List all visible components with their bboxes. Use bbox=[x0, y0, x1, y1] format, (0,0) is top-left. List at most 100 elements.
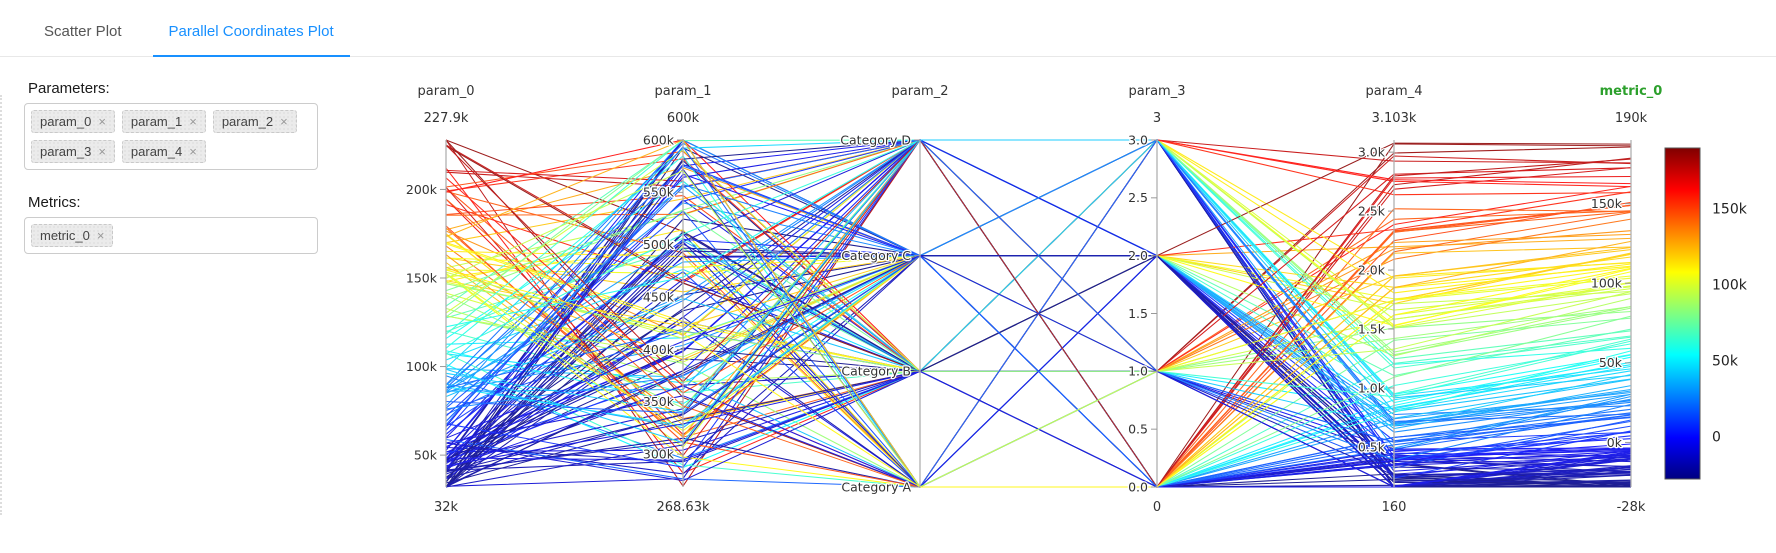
tick-label: Category A bbox=[841, 479, 911, 494]
pcp-line bbox=[445, 255, 1632, 488]
tab-parallel-coordinates-plot[interactable]: Parallel Coordinates Plot bbox=[152, 23, 350, 57]
pcp-line bbox=[445, 255, 1632, 488]
parameters-select[interactable]: param_0 × param_1 × param_2 × param_3 × … bbox=[24, 103, 318, 170]
tick-label: 1.0 bbox=[1128, 364, 1148, 379]
axis-title-param_3: param_3 bbox=[1129, 84, 1186, 99]
chip-remove-icon[interactable]: × bbox=[280, 114, 288, 129]
plot-controls-panel: Parameters: param_0 × param_1 × param_2 … bbox=[24, 80, 318, 254]
pcp-line bbox=[445, 139, 1632, 444]
tick-label: 3.0 bbox=[1128, 132, 1148, 147]
axis-param_2[interactable]: Category A Category B Category C Category D… bbox=[839, 84, 949, 496]
axis-title-param_4: param_4 bbox=[1366, 84, 1423, 99]
tick-label: 400k bbox=[643, 342, 675, 357]
colorbar-tick-label: 150k bbox=[1712, 202, 1748, 218]
axis-max-label: 227.9k bbox=[424, 111, 469, 126]
chip-label: metric_0 bbox=[40, 228, 90, 243]
pcp-line bbox=[445, 170, 1632, 488]
chip-label: param_3 bbox=[40, 144, 92, 159]
pcp-line bbox=[445, 139, 1632, 443]
tick-label: Category D bbox=[840, 132, 911, 147]
axis-min-label: 32k bbox=[434, 500, 459, 515]
tick-label: 2.0 bbox=[1128, 248, 1148, 263]
tick-label: 1.5k bbox=[1358, 321, 1386, 336]
colorbar-tick-label: 0 bbox=[1712, 429, 1721, 445]
colorbar-tick-label: 100k bbox=[1712, 278, 1748, 294]
tick-label: 450k bbox=[643, 289, 675, 304]
tick-label: 350k bbox=[643, 394, 675, 409]
tick-label: 200k bbox=[406, 182, 438, 197]
axis-param_3[interactable]: 3.0 2.5 2.0 1.5 1.0 0.5 0.0 param_3 3 0 bbox=[1127, 84, 1186, 515]
pcp-lines bbox=[445, 139, 1632, 488]
param-chip[interactable]: param_1 × bbox=[121, 110, 206, 133]
tick-label: Category B bbox=[841, 364, 911, 379]
tick-label: 0.5 bbox=[1128, 422, 1148, 437]
axis-title-param_1: param_1 bbox=[655, 84, 712, 99]
tab-scatter-plot[interactable]: Scatter Plot bbox=[44, 23, 122, 40]
tick-label: 0.0 bbox=[1128, 479, 1148, 494]
axis-title-param_0: param_0 bbox=[418, 84, 475, 99]
pcp-line bbox=[445, 139, 1632, 416]
axis-min-label: 268.63k bbox=[656, 500, 709, 515]
tick-label: 150k bbox=[1591, 196, 1623, 211]
tab-bar: Scatter Plot Parallel Coordinates Plot bbox=[0, 0, 1776, 57]
chip-remove-icon[interactable]: × bbox=[96, 228, 105, 243]
pcp-line bbox=[445, 139, 1632, 425]
pcp-line bbox=[445, 266, 1632, 488]
param-chip[interactable]: param_2 × bbox=[212, 110, 297, 133]
pcp-line bbox=[445, 139, 1632, 188]
tick-label: 150k bbox=[406, 270, 438, 285]
axis-max-label: 3.103k bbox=[1372, 111, 1417, 126]
tick-label: 1.5 bbox=[1128, 306, 1148, 321]
axis-max-label: 3 bbox=[1153, 111, 1161, 126]
axis-title-param_2: param_2 bbox=[892, 84, 949, 99]
chip-remove-icon[interactable]: × bbox=[98, 144, 106, 159]
axis-param_4[interactable]: 3.0k 2.5k 2.0k 1.5k 1.0k 0.5k param_4 3.103k 160 bbox=[1357, 84, 1423, 515]
parameters-label: Parameters: bbox=[28, 80, 110, 97]
tick-label: 50k bbox=[414, 447, 438, 462]
pcp-line bbox=[445, 167, 1632, 474]
tick-label: 300k bbox=[643, 447, 675, 462]
tick-label: 3.0k bbox=[1358, 145, 1386, 160]
axis-min-label: -28k bbox=[1617, 500, 1646, 515]
tick-label: 0k bbox=[1607, 435, 1623, 450]
tick-label: 50k bbox=[1599, 355, 1623, 370]
axis-max-label: 190k bbox=[1615, 111, 1648, 126]
tick-label: 500k bbox=[643, 237, 675, 252]
metrics-select[interactable]: metric_0 × bbox=[24, 217, 318, 254]
axis-param_1[interactable]: 600k 550k 500k 450k 400k 350k 300k param_1 600k 2… bbox=[642, 84, 712, 515]
tick-label: 2.5 bbox=[1128, 190, 1148, 205]
chip-label: param_0 bbox=[40, 114, 92, 129]
metrics-label: Metrics: bbox=[28, 194, 81, 211]
tick-label: 600k bbox=[643, 132, 675, 147]
tick-label: 100k bbox=[406, 359, 438, 374]
axis-min-label: 160 bbox=[1382, 500, 1407, 515]
axis-metric_0[interactable]: 150k 100k 50k 0k metric_0 190k -28k bbox=[1590, 84, 1663, 515]
colorbar: 150k 100k 50k 0 bbox=[1664, 147, 1748, 480]
tick-label: 1.0k bbox=[1358, 380, 1386, 395]
colorbar-tick-label: 50k bbox=[1712, 353, 1739, 369]
tick-label: 2.5k bbox=[1358, 203, 1386, 218]
chip-remove-icon[interactable]: × bbox=[189, 114, 197, 129]
axis-min-label: 0 bbox=[1153, 500, 1161, 515]
tick-label: 550k bbox=[643, 185, 675, 200]
chip-remove-icon[interactable]: × bbox=[98, 114, 106, 129]
pcp-line bbox=[445, 139, 1632, 472]
chip-label: param_4 bbox=[130, 144, 183, 159]
metric-chip[interactable]: metric_0 × bbox=[31, 224, 114, 247]
param-chip[interactable]: param_0 × bbox=[31, 110, 115, 133]
colorbar-gradient bbox=[1664, 147, 1701, 480]
axis-param_0[interactable]: 200k 150k 100k 50k param_0 227.9k 32k bbox=[405, 84, 475, 515]
chip-label: param_1 bbox=[130, 114, 183, 129]
axis-title-metric_0: metric_0 bbox=[1600, 84, 1663, 99]
param-chip[interactable]: param_4 × bbox=[121, 140, 206, 163]
param-chip[interactable]: param_3 × bbox=[31, 140, 115, 163]
axis-max-label: 600k bbox=[667, 111, 700, 126]
tick-label: 2.0k bbox=[1358, 262, 1386, 277]
left-edge-dotted-line bbox=[0, 95, 2, 515]
chip-label: param_2 bbox=[221, 114, 274, 129]
tick-label: Category C bbox=[841, 248, 911, 263]
tick-label: 100k bbox=[1591, 276, 1623, 291]
chip-remove-icon[interactable]: × bbox=[189, 144, 197, 159]
tick-label: 0.5k bbox=[1358, 439, 1386, 454]
